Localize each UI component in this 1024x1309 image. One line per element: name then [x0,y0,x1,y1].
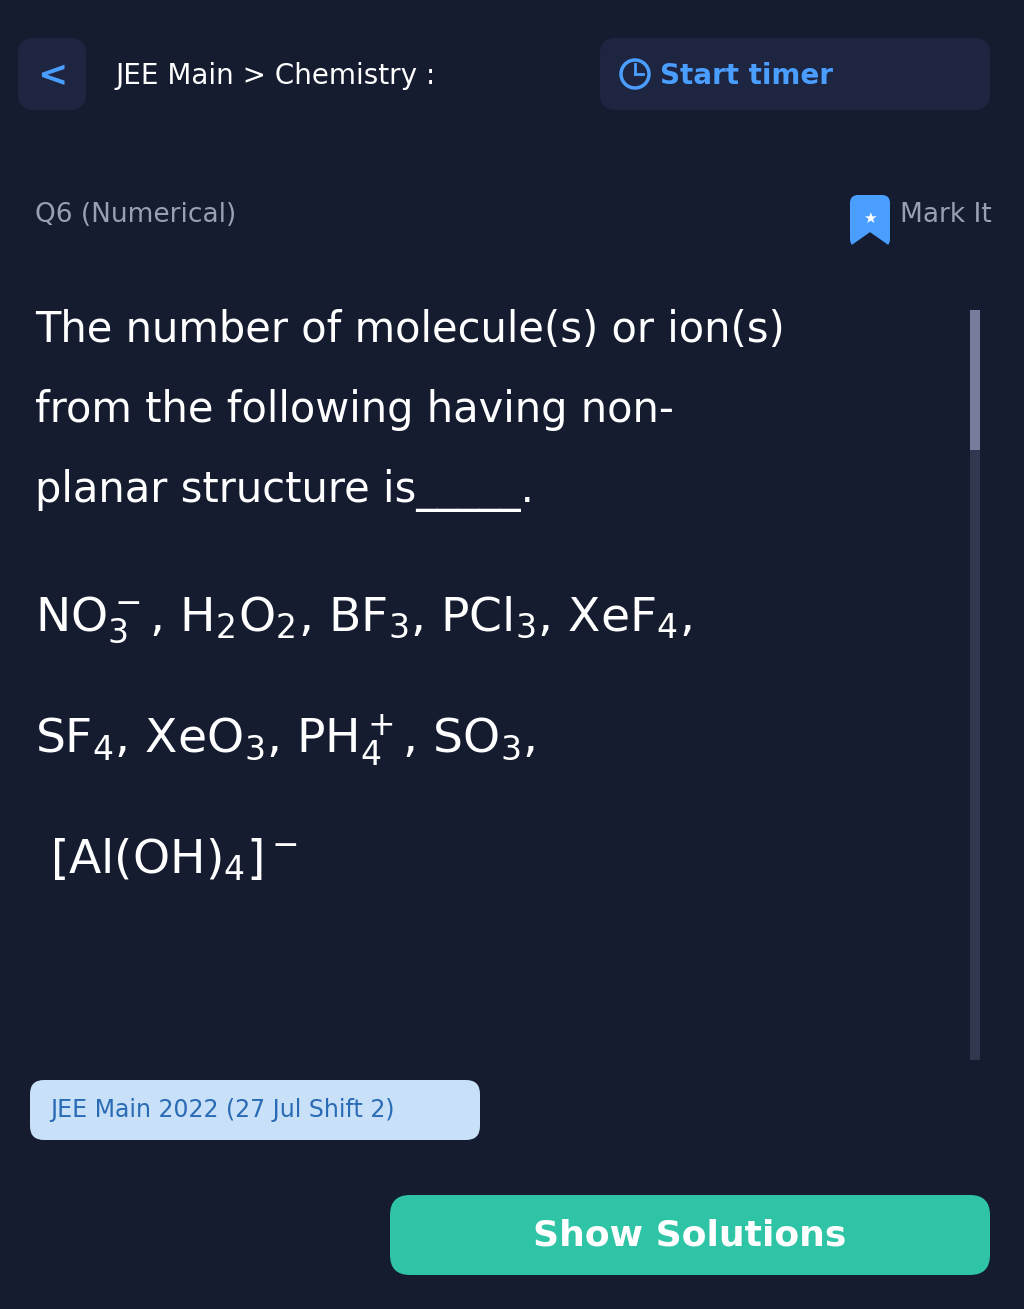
Text: $\mathrm{SF_4}$, $\mathrm{XeO_3}$, $\mathrm{PH_4^+}$, $\mathrm{SO_3}$,: $\mathrm{SF_4}$, $\mathrm{XeO_3}$, $\mat… [35,712,535,768]
Text: Start timer: Start timer [660,62,833,90]
Text: Show Solutions: Show Solutions [534,1217,847,1251]
Polygon shape [850,233,890,247]
FancyBboxPatch shape [850,195,890,247]
FancyBboxPatch shape [600,38,990,110]
Text: $\mathrm{NO_3^-}$, $\mathrm{H_2O_2}$, $\mathrm{BF_3}$, $\mathrm{PCl_3}$, $\mathr: $\mathrm{NO_3^-}$, $\mathrm{H_2O_2}$, $\… [35,594,691,645]
Text: JEE Main > Chemistry :: JEE Main > Chemistry : [115,62,435,90]
FancyBboxPatch shape [30,1080,480,1140]
Bar [970,310,980,450]
Text: ★: ★ [863,211,877,225]
Text: Q6 (Numerical): Q6 (Numerical) [35,202,237,228]
Text: Mark It: Mark It [900,202,992,228]
Text: The number of molecule(s) or ion(s): The number of molecule(s) or ion(s) [35,309,784,351]
Text: $\left[\mathrm{Al(OH)_4}\right]^-$: $\left[\mathrm{Al(OH)_4}\right]^-$ [50,836,298,884]
Text: JEE Main 2022 (27 Jul Shift 2): JEE Main 2022 (27 Jul Shift 2) [50,1098,394,1122]
FancyBboxPatch shape [390,1195,990,1275]
Bar [970,310,980,1060]
Text: <: < [37,59,68,93]
FancyBboxPatch shape [18,38,86,110]
Text: planar structure is_____.: planar structure is_____. [35,469,534,512]
Text: from the following having non-: from the following having non- [35,389,674,431]
